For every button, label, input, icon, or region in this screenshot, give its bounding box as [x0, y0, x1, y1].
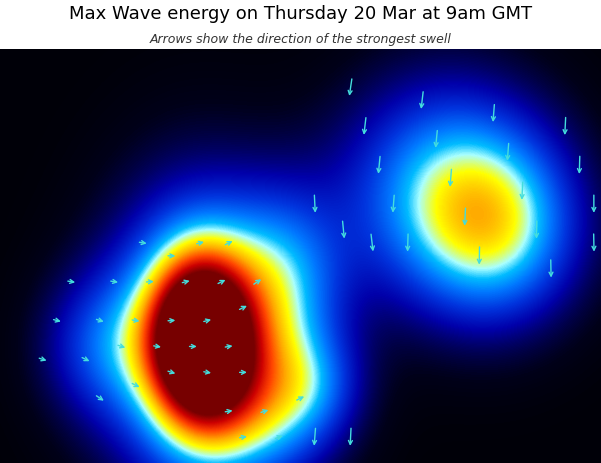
- Text: Arrows show the direction of the strongest swell: Arrows show the direction of the stronge…: [150, 33, 451, 46]
- Text: Max Wave energy on Thursday 20 Mar at 9am GMT: Max Wave energy on Thursday 20 Mar at 9a…: [69, 5, 532, 23]
